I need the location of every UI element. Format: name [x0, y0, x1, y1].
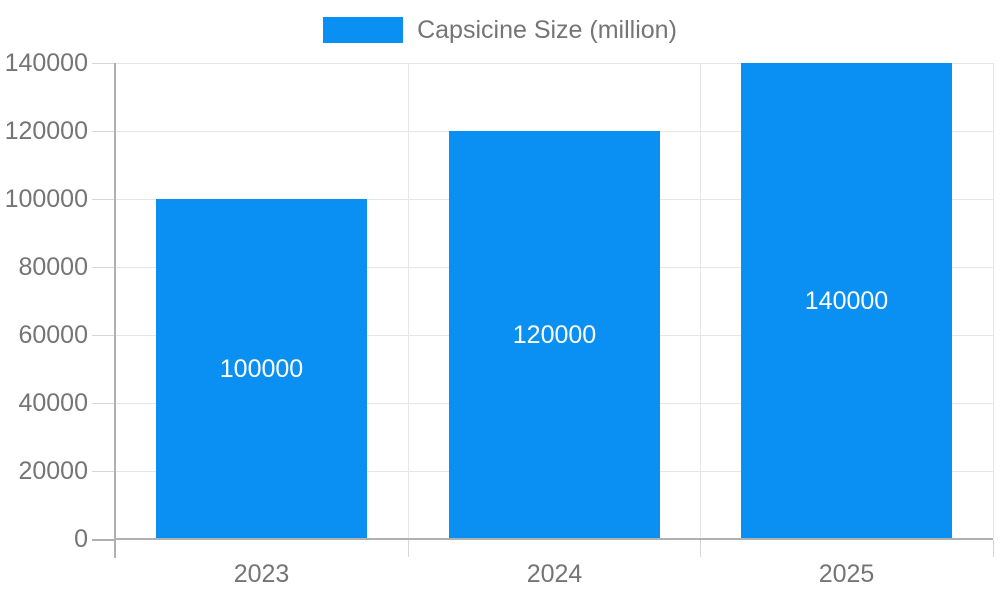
- y-axis-line: [114, 63, 116, 558]
- y-tick-label: 60000: [18, 321, 88, 349]
- bar-value-label: 120000: [512, 321, 597, 349]
- y-gridline: [115, 63, 993, 64]
- x-axis-tick: [408, 540, 409, 557]
- x-tick-label: 2023: [233, 560, 290, 588]
- bar-value-label: 140000: [804, 287, 889, 315]
- y-axis-tick: [92, 471, 115, 472]
- y-axis-tick: [92, 131, 115, 132]
- y-axis-tick: [92, 63, 115, 64]
- y-tick-label: 100000: [4, 185, 88, 213]
- y-tick-label: 80000: [18, 253, 88, 281]
- legend-swatch: [323, 17, 404, 43]
- y-axis-tick: [92, 335, 115, 336]
- y-tick-label: 140000: [4, 49, 88, 77]
- bar: [449, 131, 660, 538]
- category-gridline: [700, 63, 701, 539]
- category-gridline: [408, 63, 409, 539]
- y-axis-tick: [92, 267, 115, 268]
- legend: Capsicine Size (million): [0, 17, 1000, 43]
- y-tick-label: 120000: [4, 117, 88, 145]
- x-axis-tick: [700, 540, 701, 557]
- y-axis-tick: [92, 199, 115, 200]
- x-tick-label: 2025: [818, 560, 875, 588]
- legend-label: Capsicine Size (million): [417, 16, 677, 44]
- x-axis-tick: [993, 540, 994, 557]
- y-axis-tick: [92, 403, 115, 404]
- x-axis-line: [115, 538, 993, 540]
- bar: [156, 199, 367, 538]
- y-tick-label: 40000: [18, 389, 88, 417]
- x-tick-label: 2024: [526, 560, 583, 588]
- y-tick-label: 0: [74, 525, 88, 553]
- y-tick-label: 20000: [18, 457, 88, 485]
- y-axis-tick: [92, 539, 115, 541]
- bar-value-label: 100000: [219, 355, 304, 383]
- category-gridline: [993, 63, 994, 539]
- bar: [741, 63, 952, 538]
